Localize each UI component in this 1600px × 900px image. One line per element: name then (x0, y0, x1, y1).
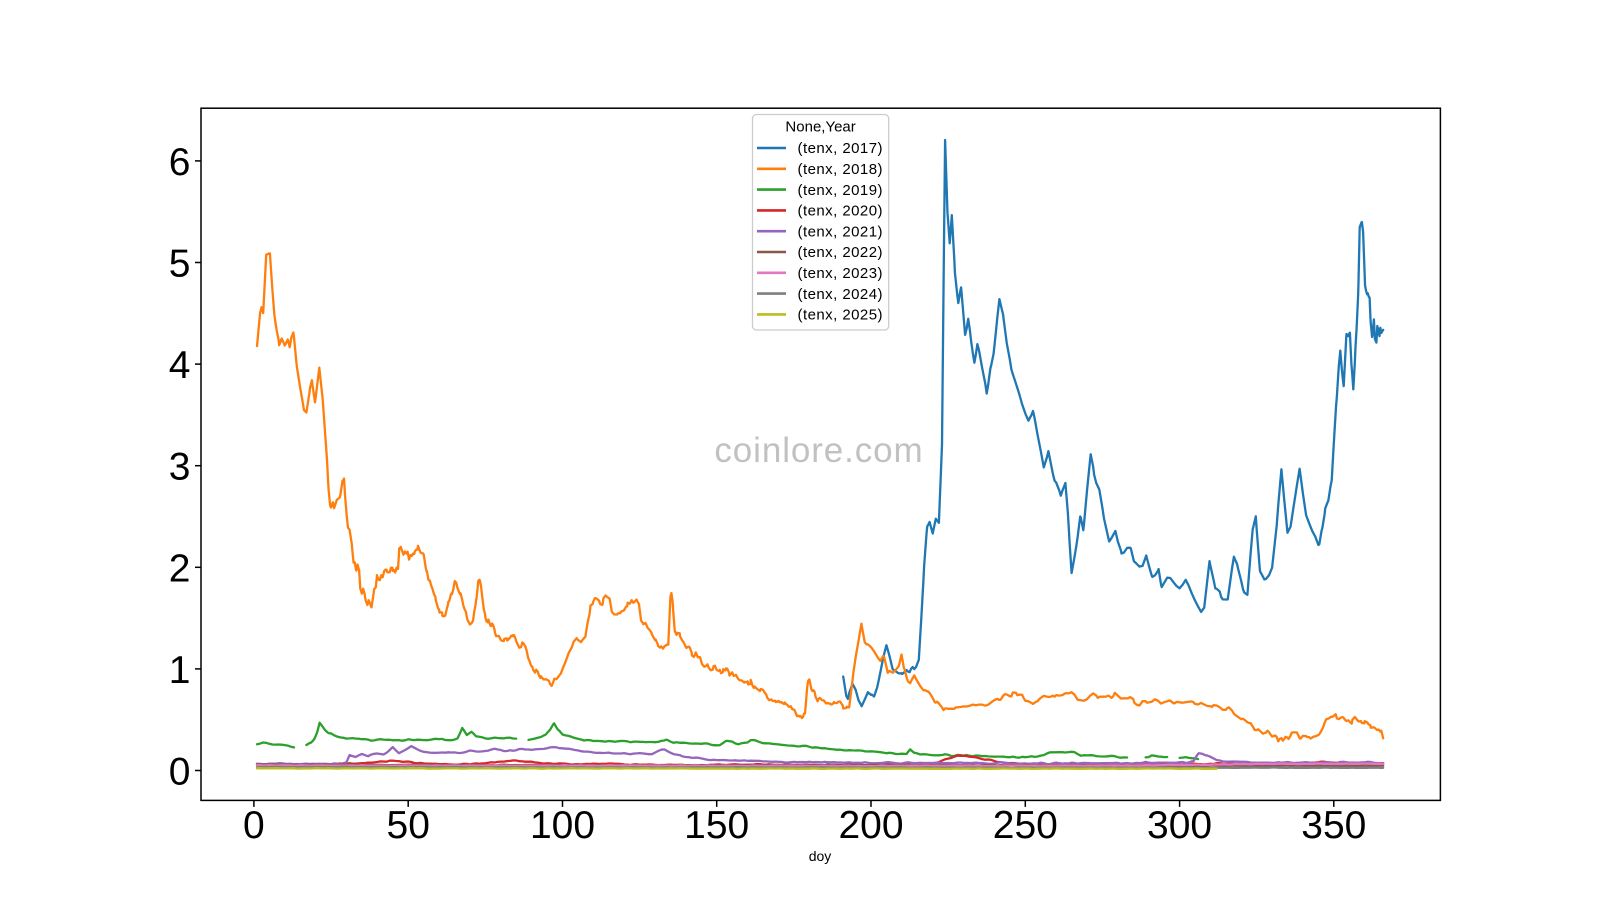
svg-text:(tenx, 2023): (tenx, 2023) (798, 265, 883, 282)
svg-text:200: 200 (838, 804, 903, 847)
svg-text:5: 5 (169, 243, 191, 286)
svg-text:3: 3 (169, 446, 191, 489)
svg-text:(tenx, 2025): (tenx, 2025) (798, 307, 883, 324)
svg-text:(tenx, 2018): (tenx, 2018) (798, 161, 883, 178)
svg-text:(tenx, 2021): (tenx, 2021) (798, 223, 883, 240)
svg-text:2: 2 (169, 547, 191, 590)
svg-text:100: 100 (530, 804, 595, 847)
svg-text:150: 150 (684, 804, 749, 847)
svg-text:coinlore.com: coinlore.com (714, 431, 923, 470)
svg-text:350: 350 (1301, 804, 1366, 847)
svg-text:(tenx, 2020): (tenx, 2020) (798, 203, 883, 220)
svg-text:50: 50 (387, 804, 430, 847)
svg-text:6: 6 (169, 141, 191, 184)
svg-text:(tenx, 2022): (tenx, 2022) (798, 244, 883, 261)
svg-text:(tenx, 2017): (tenx, 2017) (798, 140, 883, 157)
svg-text:250: 250 (993, 804, 1058, 847)
svg-text:300: 300 (1147, 804, 1212, 847)
svg-text:(tenx, 2019): (tenx, 2019) (798, 182, 883, 199)
svg-text:None,Year: None,Year (785, 119, 855, 136)
svg-text:0: 0 (169, 751, 191, 794)
svg-text:doy: doy (809, 848, 832, 864)
svg-text:4: 4 (169, 344, 191, 387)
svg-text:0: 0 (243, 804, 265, 847)
svg-text:(tenx, 2024): (tenx, 2024) (798, 286, 883, 303)
svg-text:1: 1 (169, 649, 191, 692)
